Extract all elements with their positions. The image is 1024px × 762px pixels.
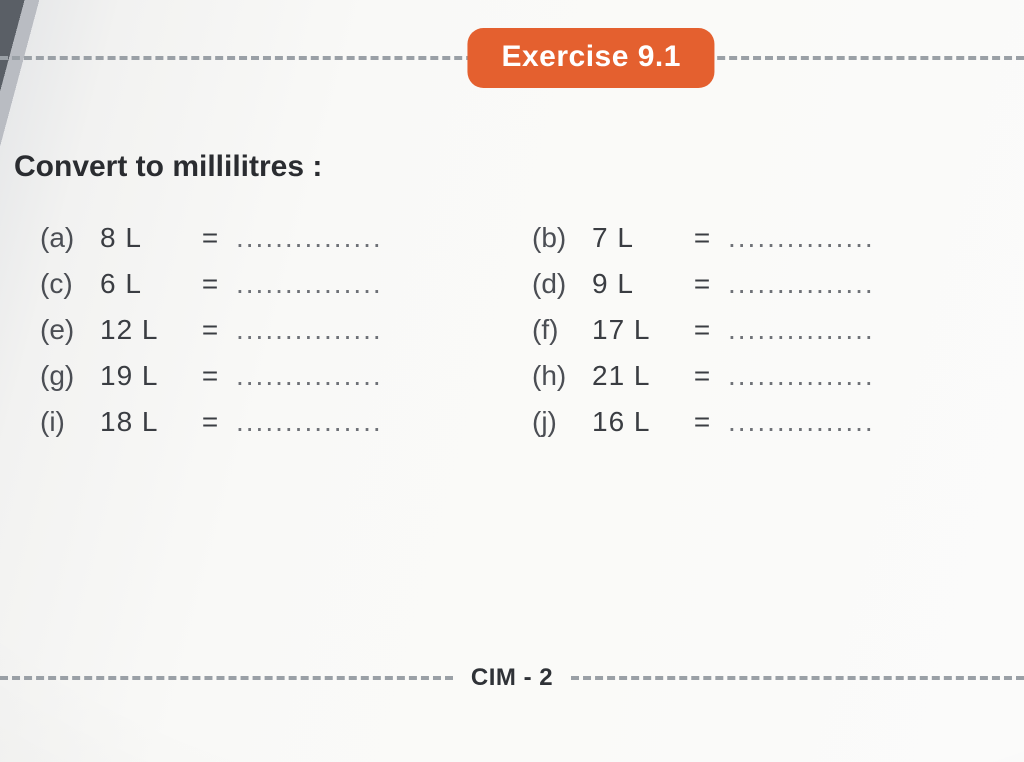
footer-label: CIM - 2: [463, 664, 561, 692]
item-quantity: 6 L: [100, 268, 184, 300]
item-label: (b): [532, 222, 578, 254]
footer-row: CIM - 2: [0, 664, 1024, 692]
item-label: (e): [40, 314, 86, 346]
equals-sign: =: [690, 314, 714, 346]
item-label: (d): [532, 268, 578, 300]
exercise-item: (i) 18 L =...............: [40, 406, 492, 438]
item-quantity: 12 L: [100, 314, 184, 346]
exercise-item: (g) 19 L =...............: [40, 360, 492, 392]
item-quantity: 17 L: [592, 314, 676, 346]
exercise-item: (e) 12 L =...............: [40, 314, 492, 346]
item-quantity: 7 L: [592, 222, 676, 254]
exercise-items-grid: (a) 8 L =............... (b) 7 L =...........…: [40, 222, 984, 438]
equals-sign: =: [198, 268, 222, 300]
equals-sign: =: [198, 360, 222, 392]
answer-blank[interactable]: ...............: [236, 222, 416, 254]
item-quantity: 8 L: [100, 222, 184, 254]
equals-sign: =: [690, 406, 714, 438]
equals-sign: =: [198, 406, 222, 438]
item-quantity: 16 L: [592, 406, 676, 438]
exercise-item: (a) 8 L =...............: [40, 222, 492, 254]
item-quantity: 9 L: [592, 268, 676, 300]
answer-blank[interactable]: ...............: [236, 406, 416, 438]
equals-sign: =: [690, 268, 714, 300]
equals-sign: =: [690, 222, 714, 254]
item-quantity: 19 L: [100, 360, 184, 392]
page: Exercise 9.1 Convert to millilitres : (a…: [0, 0, 1024, 762]
footer-divider-right: [571, 676, 1024, 680]
instruction-heading: Convert to millilitres :: [14, 150, 322, 184]
answer-blank[interactable]: ...............: [728, 360, 908, 392]
answer-blank[interactable]: ...............: [236, 360, 416, 392]
answer-blank[interactable]: ...............: [728, 268, 908, 300]
equals-sign: =: [198, 314, 222, 346]
equals-sign: =: [198, 222, 222, 254]
answer-blank[interactable]: ...............: [728, 314, 908, 346]
answer-blank[interactable]: ...............: [236, 314, 416, 346]
exercise-item: (c) 6 L =...............: [40, 268, 492, 300]
item-label: (j): [532, 406, 578, 438]
answer-blank[interactable]: ...............: [728, 222, 908, 254]
exercise-item: (f) 17 L =...............: [532, 314, 984, 346]
item-quantity: 21 L: [592, 360, 676, 392]
item-label: (a): [40, 222, 86, 254]
item-quantity: 18 L: [100, 406, 184, 438]
item-label: (f): [532, 314, 578, 346]
item-label: (i): [40, 406, 86, 438]
equals-sign: =: [690, 360, 714, 392]
exercise-item: (j) 16 L =...............: [532, 406, 984, 438]
answer-blank[interactable]: ...............: [728, 406, 908, 438]
exercise-item: (b) 7 L =...............: [532, 222, 984, 254]
item-label: (c): [40, 268, 86, 300]
exercise-item: (h) 21 L =...............: [532, 360, 984, 392]
answer-blank[interactable]: ...............: [236, 268, 416, 300]
exercise-badge: Exercise 9.1: [467, 28, 714, 88]
exercise-item: (d) 9 L =...............: [532, 268, 984, 300]
item-label: (g): [40, 360, 86, 392]
item-label: (h): [532, 360, 578, 392]
footer-divider-left: [0, 676, 453, 680]
